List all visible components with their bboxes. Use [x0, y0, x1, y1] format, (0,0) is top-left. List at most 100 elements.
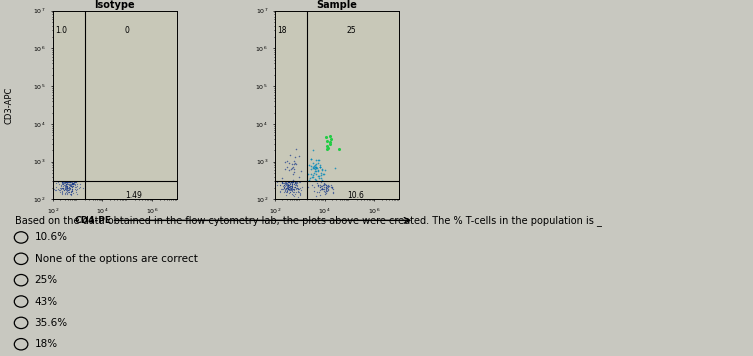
Point	[290, 146, 302, 152]
Point	[281, 180, 293, 186]
Point	[57, 184, 69, 189]
Point	[286, 179, 298, 185]
Point	[59, 181, 72, 187]
Point	[293, 174, 305, 180]
Point	[282, 185, 294, 191]
Point	[56, 179, 69, 185]
Point	[328, 190, 340, 195]
Point	[61, 196, 73, 201]
Point	[66, 180, 78, 186]
Point	[282, 182, 294, 187]
Point	[280, 182, 292, 188]
Point	[62, 185, 74, 190]
Point	[290, 179, 302, 185]
Point	[72, 183, 84, 188]
Point	[280, 179, 292, 185]
Point	[282, 182, 294, 187]
Point	[308, 163, 320, 169]
Point	[278, 183, 290, 188]
Point	[314, 164, 326, 170]
Point	[282, 188, 294, 193]
Point	[286, 192, 298, 197]
Point	[286, 165, 298, 171]
Point	[65, 179, 77, 185]
Point	[284, 187, 296, 193]
Point	[60, 183, 72, 189]
Point	[282, 185, 294, 191]
Point	[289, 160, 301, 166]
Point	[285, 183, 297, 189]
Point	[65, 184, 77, 189]
Point	[60, 182, 72, 187]
Point	[61, 183, 73, 189]
Point	[291, 180, 303, 185]
Point	[59, 190, 71, 196]
Point	[59, 183, 72, 189]
Point	[66, 183, 78, 189]
Point	[278, 189, 290, 195]
Point	[283, 184, 295, 190]
Point	[56, 185, 68, 191]
Point	[318, 180, 330, 186]
Point	[302, 184, 314, 190]
Point	[66, 185, 78, 190]
Point	[281, 189, 293, 194]
Point	[276, 186, 288, 192]
Point	[278, 183, 290, 188]
Title: Sample: Sample	[316, 0, 358, 10]
Point	[57, 180, 69, 186]
Point	[282, 179, 294, 185]
Point	[66, 183, 78, 189]
Point	[62, 189, 74, 195]
Point	[284, 189, 296, 195]
Point	[60, 179, 72, 185]
Point	[67, 180, 79, 186]
Point	[64, 185, 76, 191]
Point	[70, 179, 82, 185]
Point	[316, 186, 328, 192]
Point	[66, 180, 78, 186]
Point	[283, 182, 295, 188]
Point	[60, 189, 72, 194]
Point	[312, 183, 325, 189]
Point	[282, 182, 294, 188]
Point	[276, 176, 288, 181]
Point	[69, 184, 81, 190]
Point	[68, 180, 80, 186]
Point	[67, 181, 79, 187]
Point	[65, 182, 77, 188]
Point	[321, 138, 333, 143]
Point	[290, 189, 302, 195]
Point	[273, 189, 285, 195]
Point	[60, 182, 72, 188]
Point	[56, 179, 68, 185]
Point	[287, 192, 299, 198]
Point	[60, 179, 72, 185]
Point	[62, 189, 75, 195]
Point	[59, 185, 72, 191]
Point	[285, 183, 297, 189]
Point	[283, 190, 295, 196]
Text: 18: 18	[278, 26, 287, 35]
Point	[65, 182, 77, 187]
Point	[285, 187, 297, 192]
Point	[285, 179, 297, 185]
Point	[319, 184, 331, 189]
Point	[277, 180, 289, 186]
Point	[69, 179, 81, 185]
Point	[280, 185, 292, 191]
Point	[66, 180, 78, 186]
Point	[60, 183, 72, 189]
Point	[283, 184, 295, 190]
Point	[75, 181, 87, 187]
Point	[313, 173, 325, 179]
Point	[282, 179, 294, 185]
Point	[59, 187, 72, 193]
Point	[59, 180, 71, 186]
Point	[59, 186, 71, 192]
Point	[283, 187, 295, 192]
Point	[320, 182, 332, 188]
Point	[288, 154, 300, 160]
Point	[55, 185, 67, 191]
Point	[58, 179, 70, 185]
